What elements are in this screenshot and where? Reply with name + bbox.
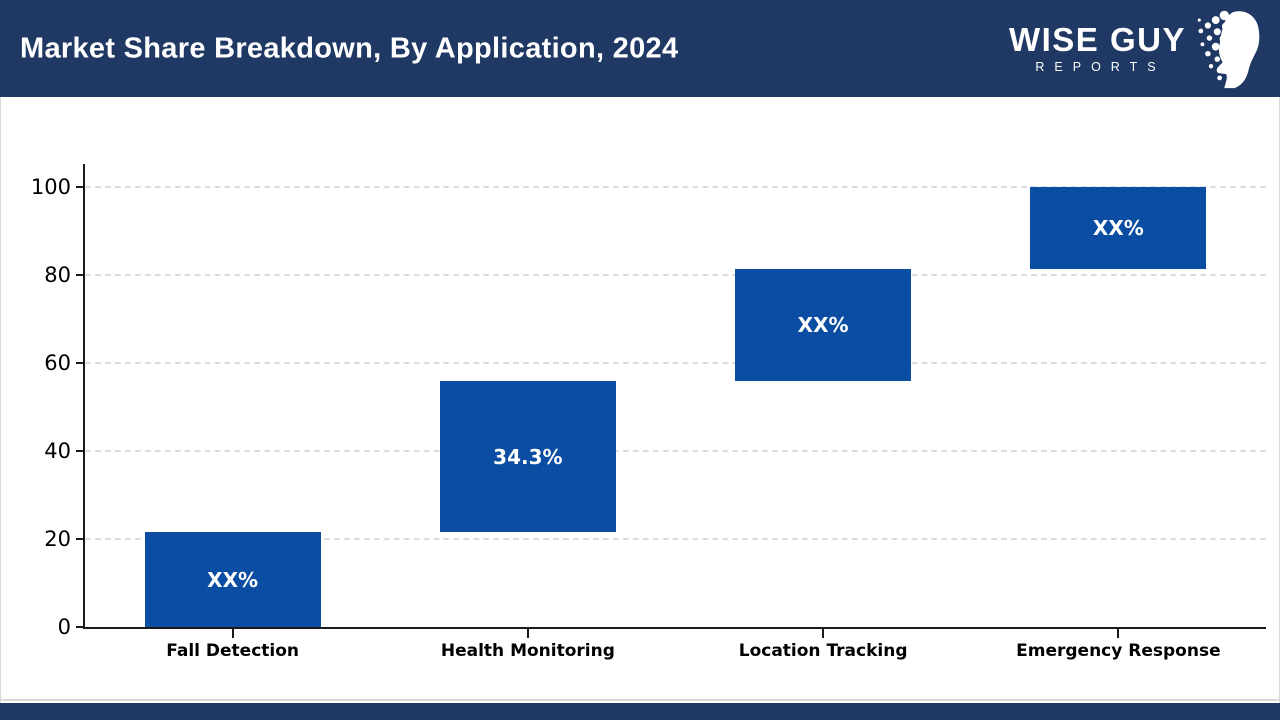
brand-logo: WISE GUY REPORTS xyxy=(1009,0,1270,97)
y-tick-mark xyxy=(76,274,84,276)
brand-face-icon xyxy=(1188,6,1270,92)
grid-line xyxy=(85,538,1266,540)
bar-value-label: 34.3% xyxy=(493,444,563,469)
x-tick-mark xyxy=(526,629,529,638)
bar-segment xyxy=(439,381,616,533)
x-category-label: Location Tracking xyxy=(738,641,908,661)
x-tick-mark xyxy=(822,629,825,638)
y-tick-label: 0 xyxy=(57,615,71,639)
footer-bar xyxy=(0,703,1280,720)
x-category-label: Health Monitoring xyxy=(440,641,615,661)
bar-segment xyxy=(735,268,912,382)
y-tick-label: 60 xyxy=(44,351,71,375)
x-category-label: Emergency Response xyxy=(1016,641,1221,661)
header-bar: Market Share Breakdown, By Application, … xyxy=(0,0,1280,97)
chart-title: Market Share Breakdown, By Application, … xyxy=(20,32,679,64)
bar-value-label: XX% xyxy=(797,313,849,338)
y-tick-mark xyxy=(76,538,84,540)
bar-value-label: XX% xyxy=(1092,215,1144,240)
grid-line xyxy=(85,362,1266,364)
y-tick-mark xyxy=(76,362,84,364)
y-axis-line xyxy=(83,164,85,629)
grid-line xyxy=(85,186,1266,188)
y-tick-label: 40 xyxy=(44,439,71,463)
bar-value-label: XX% xyxy=(207,567,259,592)
x-axis-line xyxy=(83,627,1266,629)
y-tick-mark xyxy=(76,626,84,628)
y-tick-label: 100 xyxy=(30,175,71,199)
brand-logo-subline: REPORTS xyxy=(1035,59,1166,74)
y-tick-label: 20 xyxy=(44,527,71,551)
x-tick-mark xyxy=(1117,629,1120,638)
grid-line xyxy=(85,274,1266,276)
card-bottom-border xyxy=(0,699,1280,701)
y-tick-mark xyxy=(76,186,84,188)
x-category-label: Fall Detection xyxy=(166,641,300,661)
bar-segment xyxy=(144,532,321,627)
brand-logo-name: WISE GUY xyxy=(1008,21,1186,59)
x-tick-mark xyxy=(231,629,234,638)
y-tick-mark xyxy=(76,450,84,452)
grid-line xyxy=(85,450,1266,452)
brand-logo-text: WISE GUY REPORTS xyxy=(1009,23,1186,74)
y-tick-label: 80 xyxy=(44,263,71,287)
bar-segment xyxy=(1030,187,1207,269)
